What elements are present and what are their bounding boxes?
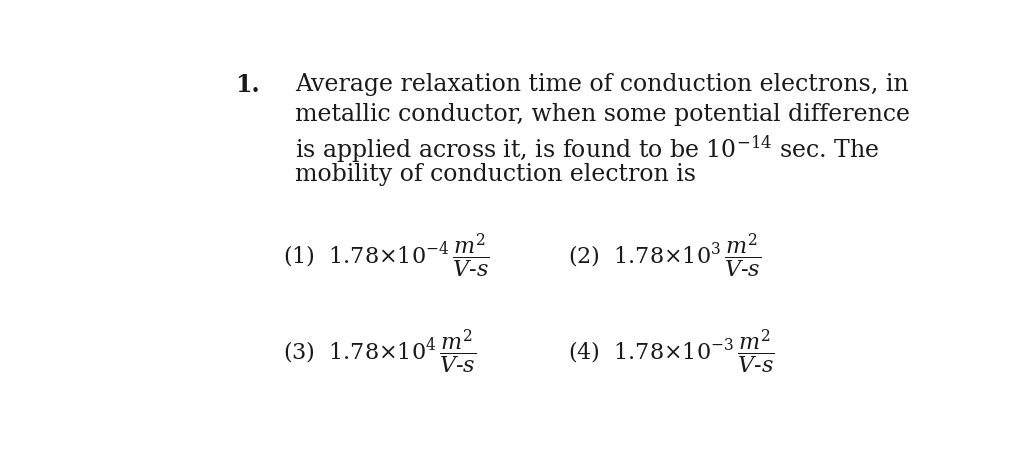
Text: 1.: 1.	[236, 73, 260, 97]
Text: metallic conductor, when some potential difference: metallic conductor, when some potential …	[295, 103, 909, 126]
Text: is applied across it, is found to be $10^{-14}$ sec. The: is applied across it, is found to be $10…	[295, 133, 879, 164]
Text: mobility of conduction electron is: mobility of conduction electron is	[295, 163, 695, 186]
Text: (3)  $1.78{\times}10^{4}\,\dfrac{m^2}{V\text{-}s}$: (3) $1.78{\times}10^{4}\,\dfrac{m^2}{V\t…	[283, 328, 476, 376]
Text: (2)  $1.78{\times}10^{3}\,\dfrac{m^2}{V\text{-}s}$: (2) $1.78{\times}10^{3}\,\dfrac{m^2}{V\t…	[568, 231, 762, 280]
Text: (1)  $1.78{\times}10^{-4}\,\dfrac{m^2}{V\text{-}s}$: (1) $1.78{\times}10^{-4}\,\dfrac{m^2}{V\…	[283, 231, 489, 280]
Text: Average relaxation time of conduction electrons, in: Average relaxation time of conduction el…	[295, 73, 908, 96]
Text: (4)  $1.78{\times}10^{-3}\,\dfrac{m^2}{V\text{-}s}$: (4) $1.78{\times}10^{-3}\,\dfrac{m^2}{V\…	[568, 328, 775, 376]
